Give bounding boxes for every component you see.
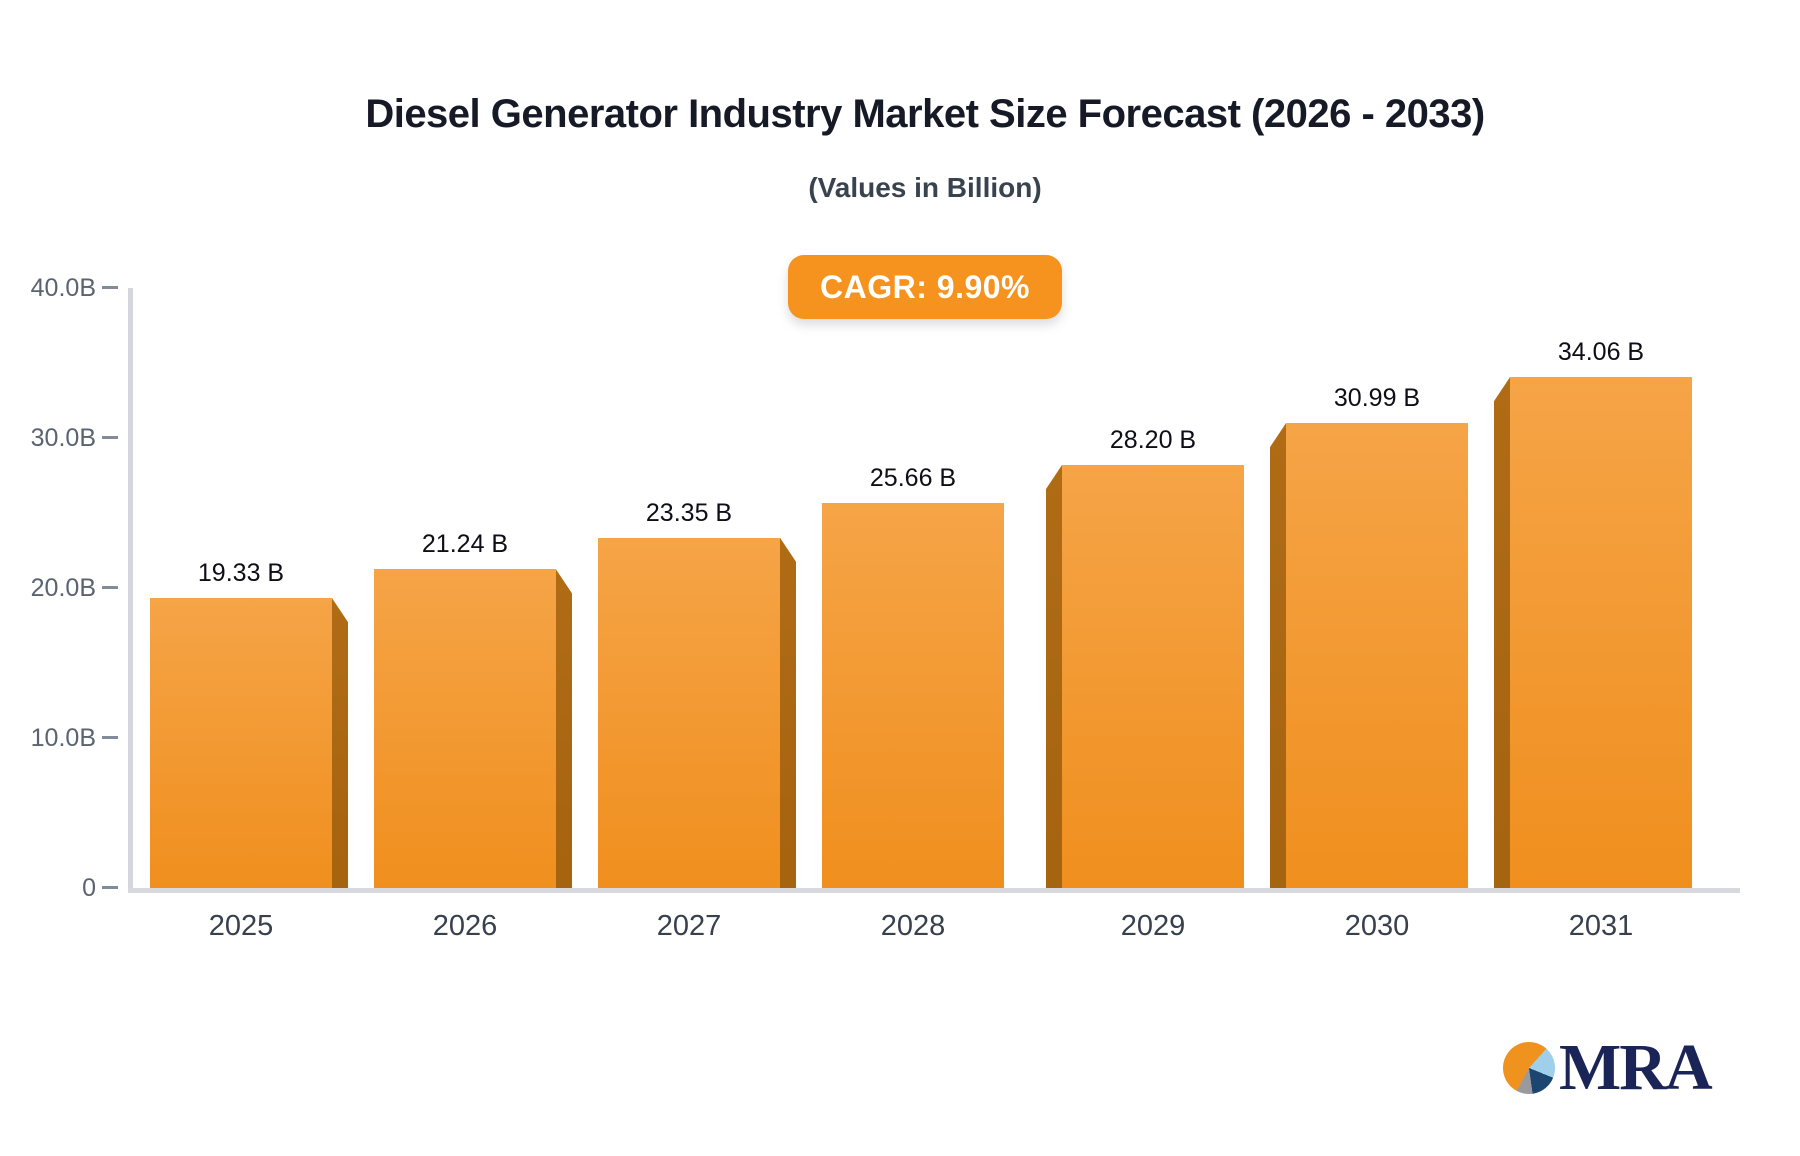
chart-title: Diesel Generator Industry Market Size Fo… — [365, 92, 1485, 136]
bar-value-label: 19.33 B — [197, 559, 285, 588]
bar-side-face — [1046, 465, 1062, 888]
bar-2030 — [1286, 423, 1468, 888]
bar-group-2031: 34.06 B 2031 — [1494, 288, 1692, 942]
bar-side-face — [780, 537, 796, 888]
chart-subtitle: (Values in Billion) — [808, 172, 1042, 203]
mra-logo: MRA — [1503, 1031, 1713, 1104]
y-tick-label: 0 — [82, 874, 96, 902]
bar-2026 — [374, 569, 556, 888]
bar-side-face — [1270, 423, 1286, 888]
bar-value-label: 34.06 B — [1557, 338, 1645, 367]
bar-group-2026: 21.24 B 2026 — [374, 288, 572, 942]
x-axis-label-2026: 2026 — [432, 910, 498, 942]
plot-area: 40.0B 30.0B 20.0B 10.0B 0 19.33 B 2025 21.24 B… — [31, 274, 1740, 942]
y-tick-mark — [102, 586, 118, 589]
bar-value-label: 23.35 B — [645, 498, 733, 527]
y-tick-label: 40.0B — [30, 274, 96, 302]
y-tick-label: 20.0B — [30, 574, 96, 602]
x-axis-label-2025: 2025 — [208, 910, 274, 942]
bar-2031 — [1510, 377, 1692, 888]
bar-side-face — [556, 569, 572, 888]
bar-group-2028: 25.66 B 2028 — [822, 288, 1020, 942]
x-axis-label-2031: 2031 — [1568, 910, 1634, 942]
bar-2028 — [822, 503, 1004, 888]
x-axis-label-2029: 2029 — [1120, 910, 1186, 942]
y-axis-line — [128, 288, 133, 888]
y-tick-label: 30.0B — [30, 424, 96, 452]
bar-value-label: 25.66 B — [869, 464, 957, 493]
x-axis-label-2028: 2028 — [880, 910, 946, 942]
mra-logo-text: MRA — [1559, 1031, 1713, 1104]
bar-group-2029: 28.20 B 2029 — [1046, 288, 1244, 942]
bar-group-2027: 23.35 B 2027 — [598, 288, 796, 942]
bar-side-face — [332, 598, 348, 888]
cagr-badge-label: CAGR: 9.90% — [820, 268, 1030, 305]
bar-value-label: 30.99 B — [1333, 384, 1421, 413]
bar-group-2030: 30.99 B 2030 — [1270, 288, 1468, 942]
y-tick-mark — [102, 886, 118, 889]
y-tick-label: 10.0B — [30, 724, 96, 752]
bar-group-2025: 19.33 B 2025 — [150, 288, 348, 942]
x-axis-label-2030: 2030 — [1344, 910, 1410, 942]
bar-value-label: 21.24 B — [421, 530, 509, 559]
bar-value-label: 28.20 B — [1109, 426, 1197, 454]
x-axis-line — [128, 888, 1740, 893]
cagr-badge: CAGR: 9.90% — [788, 255, 1062, 319]
bar-2029 — [1062, 465, 1244, 888]
y-tick-mark — [102, 436, 118, 439]
bar-side-face — [1494, 377, 1510, 888]
y-tick-mark — [102, 736, 118, 739]
pie-chart-icon — [1503, 1042, 1555, 1094]
y-tick-mark — [102, 286, 118, 289]
bar-2027 — [598, 537, 780, 888]
x-axis-label-2027: 2027 — [656, 910, 722, 942]
bar-2025 — [150, 598, 332, 888]
